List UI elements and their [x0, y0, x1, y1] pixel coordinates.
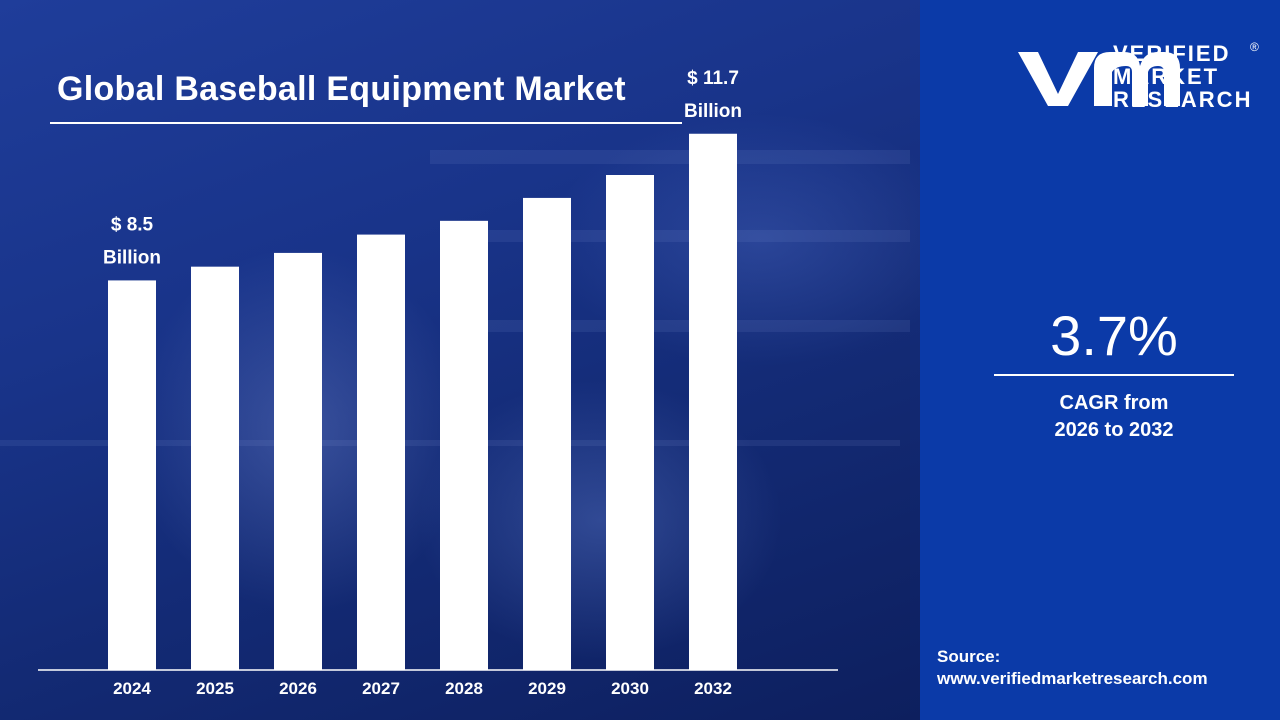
x-tick-label-2032: 2032 — [694, 679, 732, 698]
vmr-logo-icon — [1018, 52, 1180, 106]
cagr-caption-line-1: CAGR from — [1059, 392, 1169, 414]
bar-2025 — [191, 266, 239, 670]
source-label: Source: — [937, 647, 1001, 666]
data-label-value-2024: $ 8.5 — [111, 214, 154, 235]
cagr-caption: CAGR from 2026 to 2032 — [994, 390, 1234, 444]
x-tick-label-2027: 2027 — [362, 679, 400, 698]
title-underline — [50, 122, 682, 124]
x-tick-label-2029: 2029 — [528, 679, 566, 698]
x-tick-label-2025: 2025 — [196, 679, 234, 698]
background-shelf — [430, 150, 910, 164]
bar-2024 — [108, 280, 156, 670]
background-shelf — [460, 230, 910, 242]
source-block: Source: www.verifiedmarketresearch.com — [937, 646, 1208, 690]
x-tick-label-2030: 2030 — [611, 679, 649, 698]
data-label-unit-2024: Billion — [103, 247, 161, 268]
source-url[interactable]: www.verifiedmarketresearch.com — [937, 669, 1208, 688]
bar-2029 — [523, 197, 571, 670]
cagr-caption-line-2: 2026 to 2032 — [1054, 419, 1174, 441]
chart-title: Global Baseball Equipment Market — [57, 70, 626, 108]
bar-2030 — [606, 175, 654, 670]
cagr-divider — [994, 374, 1234, 376]
registered-mark: ® — [1250, 40, 1259, 54]
brand-line-1: VERIFIED — [1113, 41, 1231, 66]
bar-2026 — [274, 252, 322, 670]
brand-line-2: MARKET — [1113, 64, 1220, 89]
x-tick-label-2026: 2026 — [279, 679, 317, 698]
right-panel — [920, 0, 1280, 720]
data-label-unit-2032: Billion — [684, 101, 742, 122]
bar-2032 — [689, 133, 737, 670]
cagr-value: 3.7% — [1050, 304, 1178, 367]
x-tick-label-2024: 2024 — [113, 679, 151, 698]
brand-wordmark: VERIFIED MARKET RESEARCH — [1113, 42, 1252, 111]
bar-chart: 2024 $ 8.5 Billion 2025 2026 2027 2028 2029 2030… — [38, 68, 838, 698]
brand-line-3: RESEARCH — [1113, 87, 1253, 112]
x-tick-label-2028: 2028 — [445, 679, 483, 698]
data-label-value-2032: $ 11.7 — [687, 68, 739, 89]
bar-2028 — [440, 220, 488, 671]
bar-2027 — [357, 234, 405, 671]
